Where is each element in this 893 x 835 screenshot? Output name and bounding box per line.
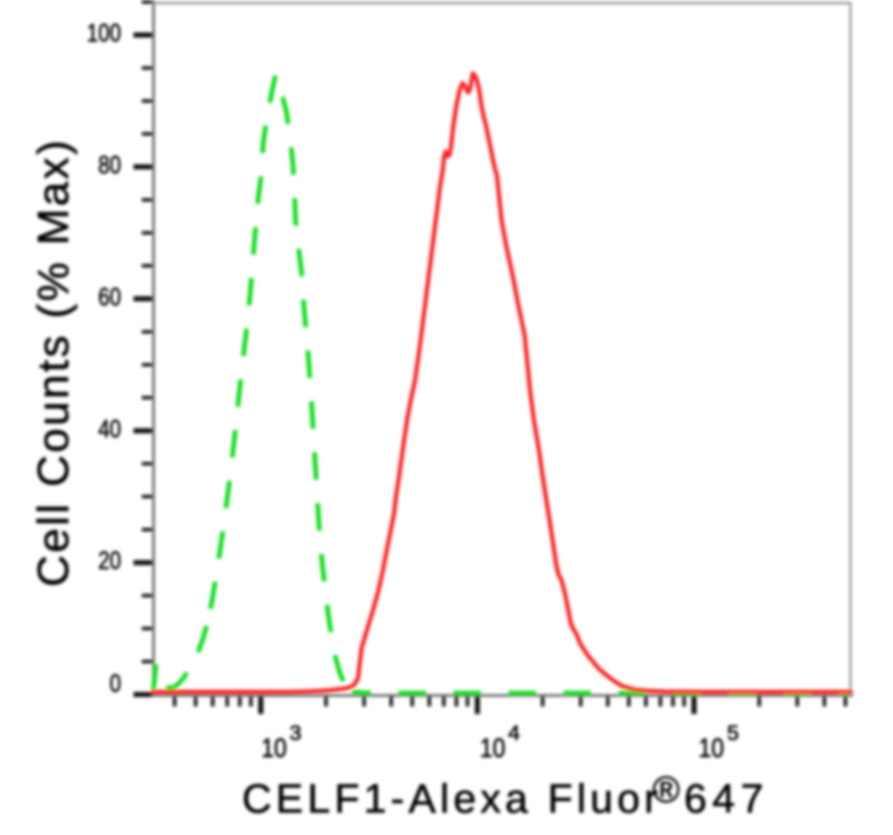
svg-text:4: 4	[508, 721, 520, 745]
svg-text:60: 60	[98, 282, 121, 310]
svg-text:20: 20	[98, 546, 121, 574]
svg-text:®: ®	[653, 769, 680, 810]
svg-text:40: 40	[98, 414, 121, 442]
svg-text:10: 10	[261, 733, 287, 763]
svg-text:100: 100	[87, 19, 121, 47]
svg-text:Cell Counts (% Max): Cell Counts (% Max)	[29, 138, 78, 587]
svg-text:CELF1-Alexa Fluor: CELF1-Alexa Fluor	[242, 776, 662, 822]
svg-text:0: 0	[110, 669, 121, 697]
svg-text:5: 5	[727, 721, 739, 745]
svg-text:647: 647	[684, 776, 769, 822]
svg-text:80: 80	[98, 151, 121, 179]
svg-text:10: 10	[699, 733, 725, 763]
svg-text:3: 3	[290, 721, 302, 745]
svg-text:10: 10	[480, 733, 506, 763]
